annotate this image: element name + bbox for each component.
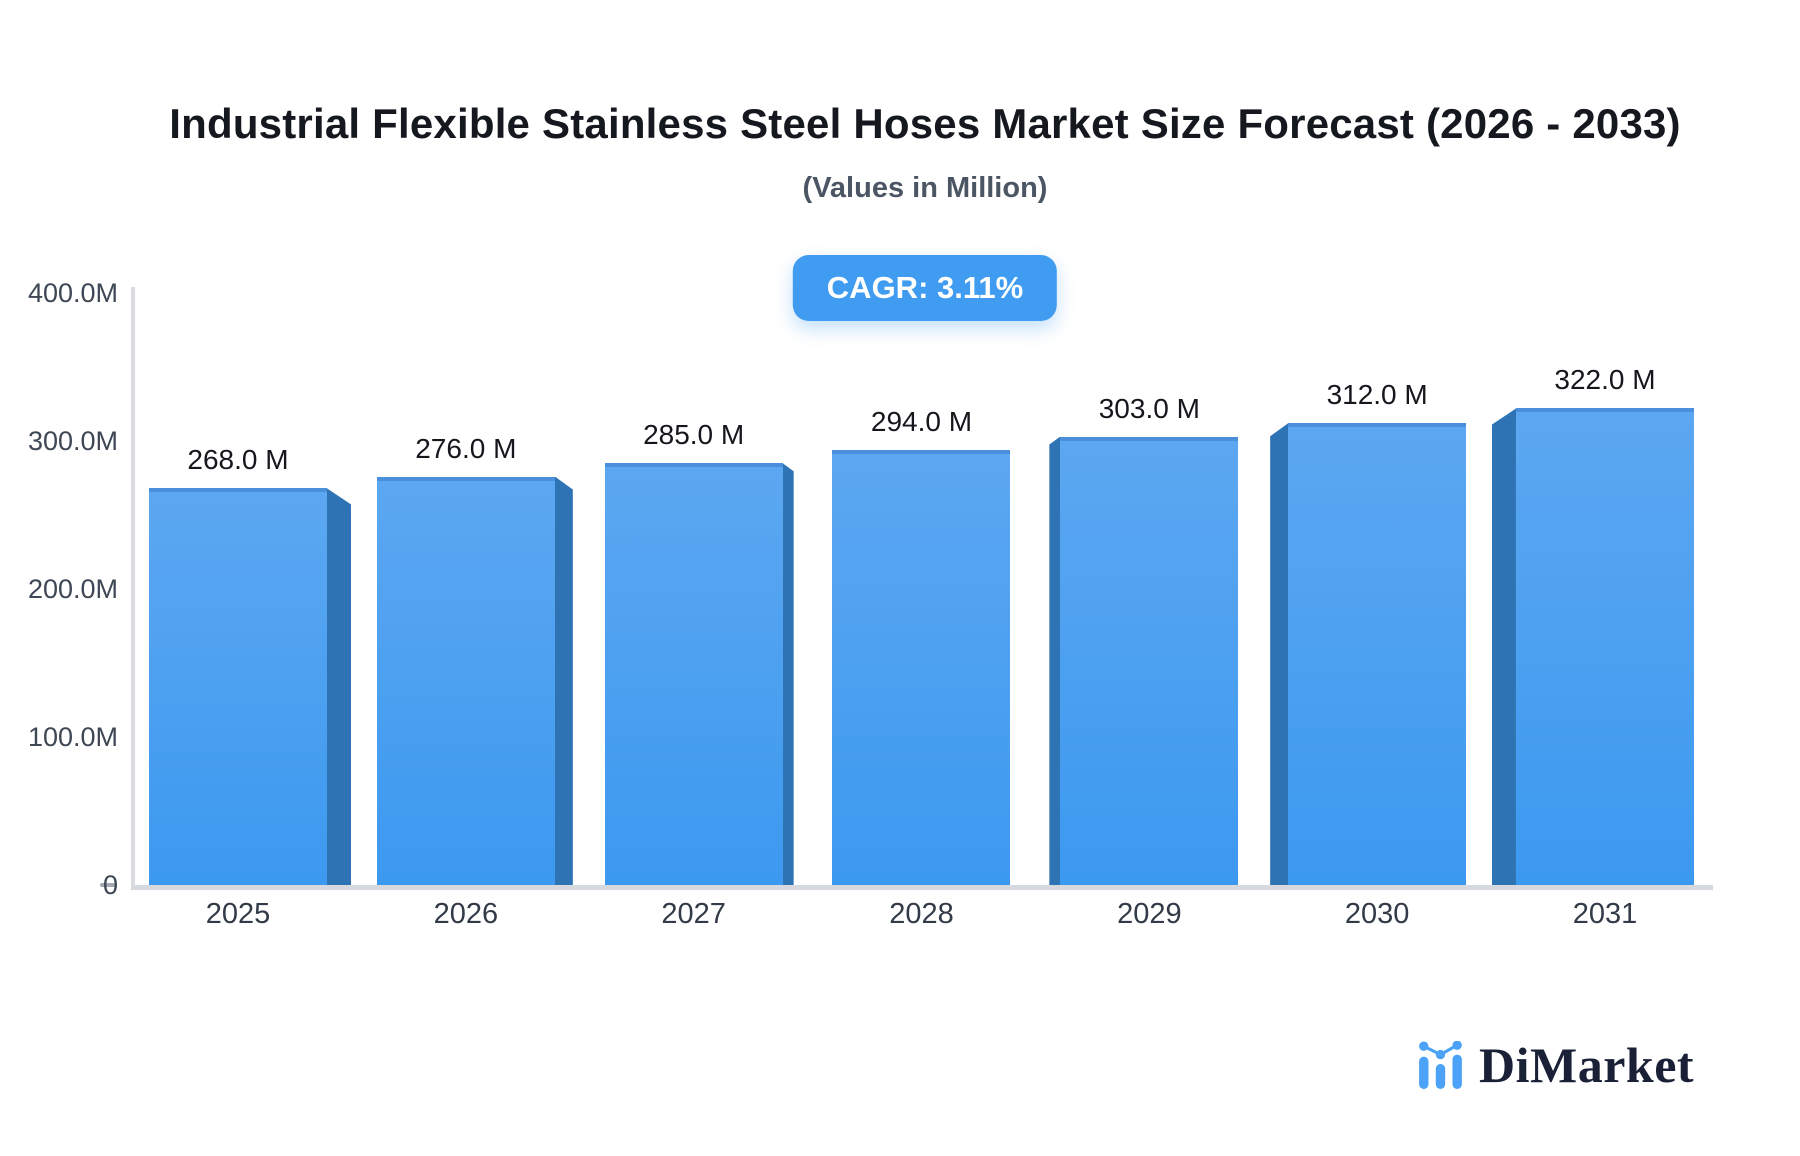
bar-side-panel (327, 488, 351, 885)
cagr-badge: CAGR: 3.11% (792, 255, 1058, 321)
bar-face (376, 476, 555, 885)
bar-value-label: 294.0 M (870, 405, 973, 437)
bar-2027[interactable] (604, 463, 794, 885)
mini-bar-chart-icon (1419, 1041, 1462, 1089)
x-axis-label: 2031 (1572, 898, 1638, 930)
chart-title: Industrial Flexible Stainless Steel Hose… (169, 100, 1681, 147)
x-axis-label: 2027 (661, 898, 726, 930)
bar-side-panel (1049, 436, 1061, 885)
bar-face (149, 488, 327, 885)
chart-subtitle: (Values in Million) (802, 172, 1048, 204)
bar-value-label: 303.0 M (1098, 392, 1200, 424)
bar-2030[interactable] (1270, 423, 1467, 885)
y-axis-label: 0 (102, 870, 118, 900)
bar-value-label: 312.0 M (1326, 379, 1428, 411)
bar-value-label: 276.0 M (415, 432, 517, 464)
bar-side-panel (1270, 423, 1289, 885)
x-axis-line (131, 885, 1713, 890)
y-axis-label: 100.0M (27, 722, 118, 752)
bar-face (1515, 408, 1694, 885)
y-axis-line (131, 287, 135, 890)
bar-2031[interactable] (1491, 408, 1694, 885)
bar-side-panel (1491, 408, 1516, 885)
bar-face (1060, 436, 1239, 885)
x-axis-label: 2025 (205, 898, 271, 930)
y-axis-label: 200.0M (27, 574, 118, 604)
bar-2026[interactable] (376, 476, 573, 885)
zero-tick-mark (100, 883, 117, 887)
x-axis-label: 2028 (889, 898, 954, 930)
brand-logo: DiMarket (1418, 1036, 1694, 1094)
bar-face (832, 449, 1011, 885)
bar-side-panel (554, 476, 573, 885)
bar-2029[interactable] (1049, 436, 1239, 885)
bar-2028[interactable] (832, 449, 1011, 885)
logo-text: DiMarket (1479, 1037, 1695, 1093)
x-axis-label: 2029 (1117, 898, 1182, 930)
bar-value-label: 322.0 M (1554, 364, 1656, 396)
bar-face (1288, 423, 1467, 885)
x-axis-label: 2030 (1344, 898, 1410, 930)
x-axis-label: 2026 (433, 898, 499, 930)
y-axis-label: 300.0M (27, 426, 118, 456)
bar-value-label: 285.0 M (643, 419, 745, 451)
bar-2025[interactable] (149, 488, 351, 885)
y-axis-label: 400.0M (27, 278, 118, 308)
bar-side-panel (782, 463, 794, 885)
bar-value-label: 268.0 M (187, 444, 289, 476)
bar-face (604, 463, 783, 885)
